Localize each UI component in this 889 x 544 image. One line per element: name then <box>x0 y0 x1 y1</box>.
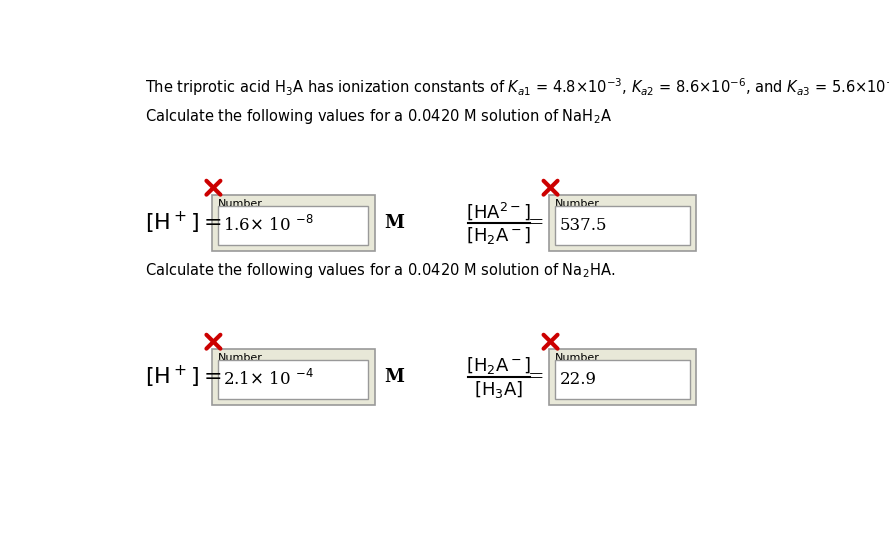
Text: $\left[\mathrm{H_3A}\right]$: $\left[\mathrm{H_3A}\right]$ <box>474 379 523 400</box>
Text: 22.9: 22.9 <box>560 371 597 388</box>
Text: =: = <box>528 368 545 386</box>
Text: $\left[\mathrm{H_2A^-}\right]$: $\left[\mathrm{H_2A^-}\right]$ <box>466 355 532 375</box>
Text: 1.6$\times$ 10 $^{-8}$: 1.6$\times$ 10 $^{-8}$ <box>223 215 313 236</box>
Text: 537.5: 537.5 <box>560 217 607 234</box>
FancyBboxPatch shape <box>218 206 368 245</box>
Text: Number: Number <box>218 353 263 363</box>
Text: Calculate the following values for a 0.0420 M solution of NaH$_2$A: Calculate the following values for a 0.0… <box>145 107 613 126</box>
Text: $\left[\mathrm{H}^+\right]=$: $\left[\mathrm{H}^+\right]=$ <box>145 364 222 390</box>
FancyBboxPatch shape <box>212 195 374 251</box>
FancyBboxPatch shape <box>212 349 374 405</box>
FancyBboxPatch shape <box>556 206 690 245</box>
Text: M: M <box>384 368 404 386</box>
Text: M: M <box>384 214 404 232</box>
Text: Number: Number <box>218 199 263 209</box>
Text: $\left[\mathrm{H_2A^-}\right]$: $\left[\mathrm{H_2A^-}\right]$ <box>466 225 532 246</box>
Text: The triprotic acid H$_3$A has ionization constants of $K_{a1}$ = 4.8$\times$10$^: The triprotic acid H$_3$A has ionization… <box>145 76 889 98</box>
Text: $\left[\mathrm{H}^+\right]=$: $\left[\mathrm{H}^+\right]=$ <box>145 210 222 236</box>
Text: 2.1$\times$ 10 $^{-4}$: 2.1$\times$ 10 $^{-4}$ <box>223 369 314 390</box>
FancyBboxPatch shape <box>218 360 368 399</box>
FancyBboxPatch shape <box>549 349 696 405</box>
Text: Calculate the following values for a 0.0420 M solution of Na$_2$HA.: Calculate the following values for a 0.0… <box>145 261 615 280</box>
Text: $\left[\mathrm{HA^{2-}}\right]$: $\left[\mathrm{HA^{2-}}\right]$ <box>467 200 531 221</box>
Text: Number: Number <box>556 199 600 209</box>
Text: =: = <box>528 214 545 232</box>
FancyBboxPatch shape <box>556 360 690 399</box>
FancyBboxPatch shape <box>549 195 696 251</box>
Text: Number: Number <box>556 353 600 363</box>
